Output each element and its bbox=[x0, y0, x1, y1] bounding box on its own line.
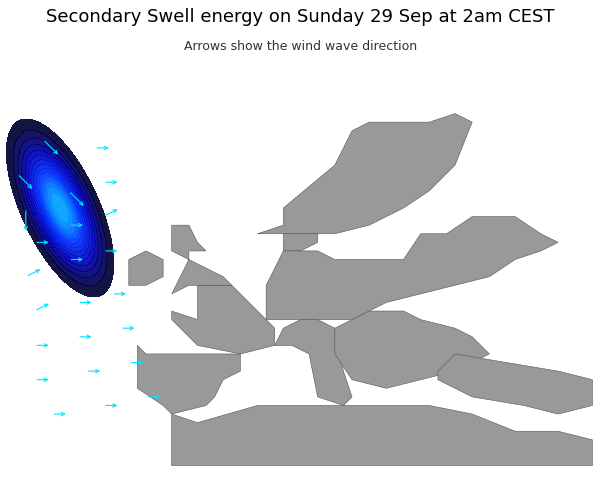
Text: Arrows show the wind wave direction: Arrows show the wind wave direction bbox=[184, 40, 417, 53]
Polygon shape bbox=[129, 251, 163, 285]
Polygon shape bbox=[266, 217, 558, 320]
Polygon shape bbox=[172, 406, 593, 466]
Text: Secondary Swell energy on Sunday 29 Sep at 2am CEST: Secondary Swell energy on Sunday 29 Sep … bbox=[46, 9, 555, 26]
Polygon shape bbox=[138, 345, 240, 414]
Polygon shape bbox=[258, 113, 472, 234]
Polygon shape bbox=[438, 354, 593, 414]
Polygon shape bbox=[335, 311, 489, 388]
Polygon shape bbox=[275, 320, 352, 406]
Polygon shape bbox=[172, 285, 275, 354]
Polygon shape bbox=[283, 234, 318, 251]
Polygon shape bbox=[172, 225, 232, 294]
